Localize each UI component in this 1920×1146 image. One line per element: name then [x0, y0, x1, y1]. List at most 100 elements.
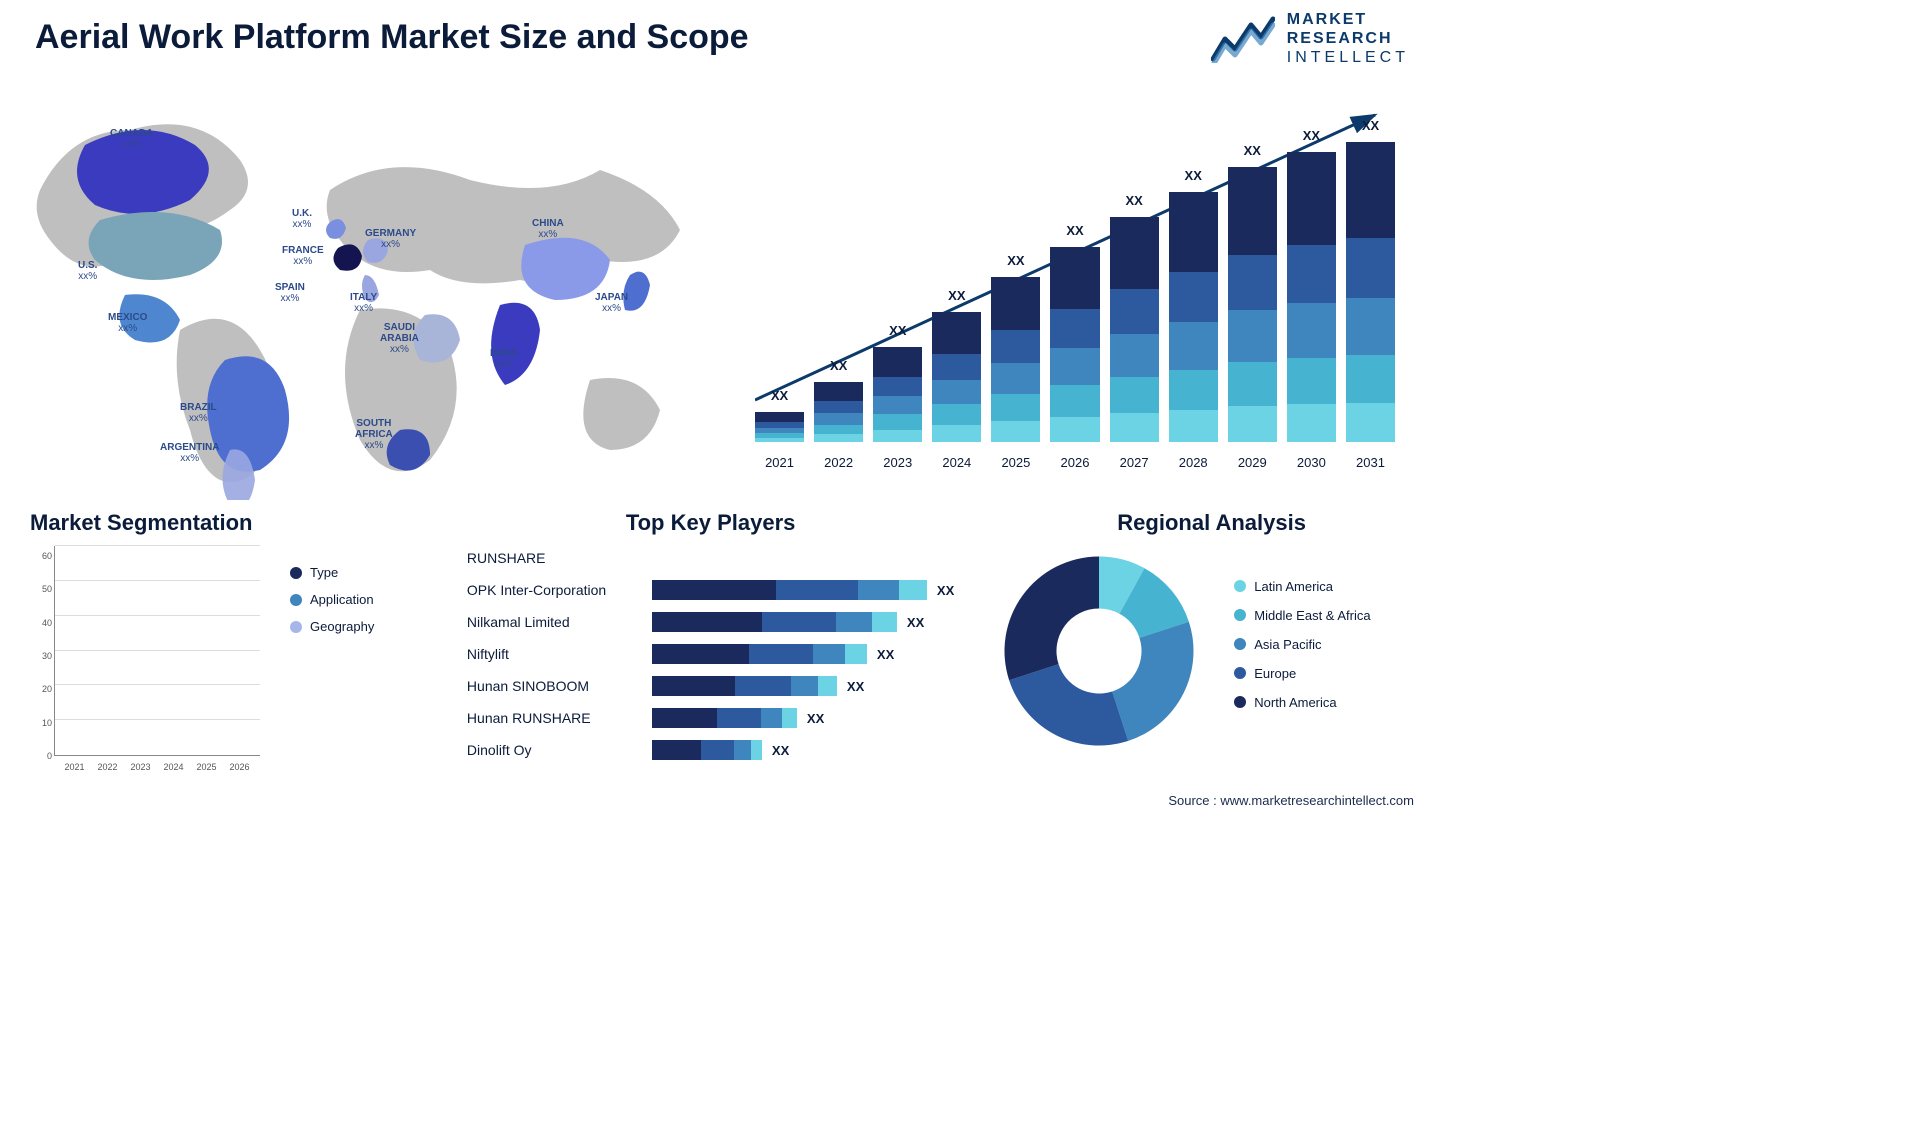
growth-bar-segment: [1110, 334, 1159, 377]
map-label: SOUTHAFRICAxx%: [355, 418, 393, 451]
growth-bar-segment: [932, 380, 981, 405]
seg-legend-row: Type: [290, 565, 374, 580]
players-title: Top Key Players: [467, 510, 954, 536]
seg-xtick: 2025: [194, 758, 219, 776]
player-bar-wrap: XX: [652, 580, 954, 600]
region-france: [333, 244, 362, 270]
player-bar-segment: [652, 644, 749, 664]
growth-bar-value: XX: [932, 288, 981, 303]
growth-bar-segment: [1110, 289, 1159, 334]
seg-legend: TypeApplicationGeography: [290, 565, 374, 646]
growth-bar-segment: [1346, 142, 1395, 238]
donut-slice: [1009, 664, 1128, 745]
growth-bar-segment: [1169, 410, 1218, 443]
growth-bar-segment: [1287, 152, 1336, 245]
growth-bar-segment: [873, 430, 922, 442]
player-value: XX: [807, 711, 824, 726]
growth-bar-segment: [1050, 247, 1099, 309]
player-bar-wrap: XX: [652, 644, 954, 664]
regional-donut: [994, 546, 1204, 756]
player-row: Nilkamal LimitedXX: [467, 610, 954, 634]
map-label: SAUDIARABIAxx%: [380, 322, 419, 355]
map-label: BRAZILxx%: [180, 402, 217, 424]
map-label: MEXICOxx%: [108, 312, 147, 334]
growth-xtick: 2031: [1346, 455, 1395, 470]
growth-bar-segment: [1228, 362, 1277, 406]
player-bar-segment: [836, 612, 873, 632]
growth-bar-segment: [1050, 309, 1099, 348]
growth-bar-segment: [1050, 348, 1099, 385]
map-label: GERMANYxx%: [365, 228, 416, 250]
seg-ytick: 40: [30, 618, 52, 628]
growth-bar-segment: [814, 413, 863, 424]
player-bar-segment: [776, 580, 859, 600]
seg-ytick: 30: [30, 651, 52, 661]
map-label: ARGENTINAxx%: [160, 442, 219, 464]
page-title: Aerial Work Platform Market Size and Sco…: [35, 18, 749, 57]
growth-bar-segment: [1169, 322, 1218, 370]
region-india: [491, 303, 540, 385]
player-bar-segment: [734, 740, 751, 760]
player-bar-segment: [717, 708, 761, 728]
player-bar-segment: [845, 644, 867, 664]
seg-gridline: [55, 684, 260, 685]
regional-legend-row: North America: [1234, 695, 1370, 710]
player-bar-segment: [761, 708, 783, 728]
players-list: RUNSHARE OPK Inter-CorporationXXNilkamal…: [467, 546, 954, 762]
growth-bar-segment: [991, 277, 1040, 330]
player-bar-wrap: XX: [652, 676, 954, 696]
player-bar-segment: [652, 708, 717, 728]
growth-xaxis: 2021202220232024202520262027202820292030…: [755, 455, 1395, 470]
legend-swatch: [290, 567, 302, 579]
legend-swatch: [1234, 667, 1246, 679]
seg-xtick: 2022: [95, 758, 120, 776]
legend-label: Type: [310, 565, 338, 580]
player-bar-wrap: XX: [652, 612, 954, 632]
growth-bar-segment: [991, 363, 1040, 394]
player-bar: [652, 612, 897, 632]
growth-xtick: 2021: [755, 455, 804, 470]
growth-xtick: 2024: [932, 455, 981, 470]
player-bar-segment: [751, 740, 762, 760]
growth-bar-segment: [1050, 417, 1099, 442]
growth-bar-segment: [873, 414, 922, 429]
growth-bar: XX: [873, 347, 922, 442]
regional-panel: Regional Analysis Latin AmericaMiddle Ea…: [994, 510, 1429, 786]
growth-xtick: 2028: [1169, 455, 1218, 470]
player-bar-segment: [701, 740, 734, 760]
legend-label: North America: [1254, 695, 1336, 710]
seg-ytick: 60: [30, 551, 52, 561]
regional-legend-row: Europe: [1234, 666, 1370, 681]
growth-bar: XX: [1050, 247, 1099, 442]
bottom-panels: Market Segmentation 0102030405060 202120…: [30, 510, 1429, 786]
map-label: INDIAxx%: [490, 348, 517, 370]
growth-bar-segment: [1169, 272, 1218, 322]
legend-swatch: [1234, 696, 1246, 708]
growth-bar: XX: [755, 412, 804, 442]
growth-bar-segment: [1287, 358, 1336, 404]
seg-bars: [63, 546, 252, 755]
player-bar: [652, 644, 867, 664]
growth-bar-segment: [991, 421, 1040, 442]
legend-label: Asia Pacific: [1254, 637, 1321, 652]
growth-xtick: 2030: [1287, 455, 1336, 470]
growth-bar-segment: [814, 434, 863, 442]
segmentation-chart: 0102030405060 202120222023202420252026: [30, 546, 260, 776]
growth-bar-segment: [991, 330, 1040, 363]
growth-bar-segment: [1110, 217, 1159, 289]
player-value: XX: [772, 743, 789, 758]
player-value: XX: [937, 583, 954, 598]
segmentation-panel: Market Segmentation 0102030405060 202120…: [30, 510, 427, 786]
seg-gridline: [55, 615, 260, 616]
growth-bar-value: XX: [814, 358, 863, 373]
player-bar-segment: [762, 612, 836, 632]
logo-icon: [1211, 15, 1275, 63]
player-row: NiftyliftXX: [467, 642, 954, 666]
growth-bar-segment: [1110, 413, 1159, 442]
growth-xtick: 2025: [991, 455, 1040, 470]
source-text: Source : www.marketresearchintellect.com: [1168, 793, 1414, 808]
player-bar-segment: [858, 580, 899, 600]
player-bar: [652, 580, 927, 600]
growth-bar-value: XX: [1169, 168, 1218, 183]
growth-bar: XX: [1169, 192, 1218, 442]
